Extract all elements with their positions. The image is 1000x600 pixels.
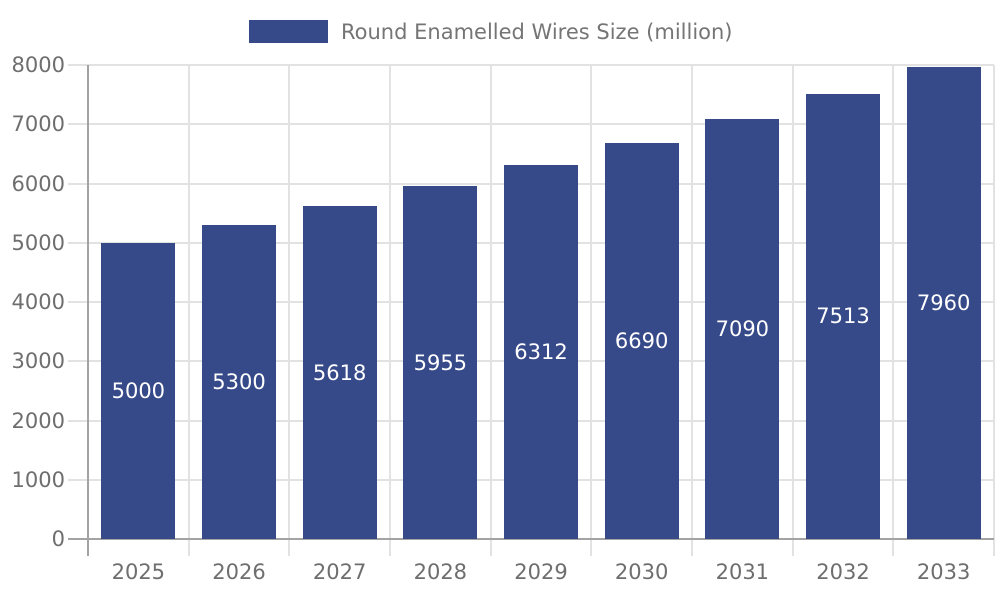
y-gridline (68, 64, 994, 66)
bar (705, 118, 780, 539)
y-tick-label: 3000 (11, 349, 65, 374)
y-axis-line (87, 65, 89, 556)
y-tick-label: 0 (51, 527, 65, 551)
legend-swatch-icon (249, 20, 328, 43)
x-gridline (892, 65, 895, 556)
x-gridline (389, 65, 391, 556)
y-tick-label: 8000 (11, 53, 65, 77)
bar (504, 165, 578, 539)
bar (403, 186, 478, 539)
x-tick-label: 2032 (816, 560, 870, 584)
bar (101, 242, 176, 539)
x-gridline (691, 65, 693, 556)
bar (604, 142, 679, 539)
chart-legend: Round Enamelled Wires Size (million) (0, 20, 1000, 44)
x-tick-label: 2031 (715, 560, 770, 584)
x-gridline (791, 65, 794, 556)
bar-value-label: 6312 (514, 340, 568, 364)
y-tick-label: 7000 (11, 112, 65, 137)
bar (906, 67, 981, 539)
bar-value-label: 7090 (715, 316, 770, 341)
y-tick-label: 2000 (11, 408, 65, 433)
y-tick-label: 4000 (11, 290, 65, 314)
x-tick-label: 2029 (514, 560, 568, 584)
x-tick-label: 2028 (413, 560, 468, 584)
x-axis-line (68, 538, 994, 540)
bar-value-label: 6690 (614, 328, 669, 353)
x-tick-label: 2033 (916, 560, 971, 584)
bar-value-label: 5300 (212, 369, 266, 394)
bar (202, 224, 276, 539)
y-tick-label: 1000 (11, 467, 65, 492)
x-tick-label: 2030 (614, 560, 669, 584)
bar-value-label: 7960 (916, 291, 971, 316)
x-gridline (288, 65, 291, 556)
bar (302, 206, 377, 539)
bar-value-label: 5955 (413, 350, 468, 375)
bar (806, 93, 880, 539)
bar-value-label: 7513 (816, 304, 870, 329)
x-gridline (590, 65, 593, 556)
x-gridline (489, 65, 492, 556)
bar-value-label: 5618 (312, 360, 367, 385)
y-tick-label: 5000 (11, 230, 65, 255)
x-gridline (993, 65, 995, 556)
bar-value-label: 5000 (111, 378, 166, 403)
y-tick-label: 6000 (11, 171, 65, 196)
x-tick-label: 2026 (212, 560, 266, 584)
x-gridline (187, 65, 190, 556)
x-tick-label: 2027 (312, 560, 367, 584)
y-gridline (68, 123, 994, 126)
x-tick-label: 2025 (111, 560, 166, 584)
legend-label: Round Enamelled Wires Size (million) (341, 20, 733, 44)
